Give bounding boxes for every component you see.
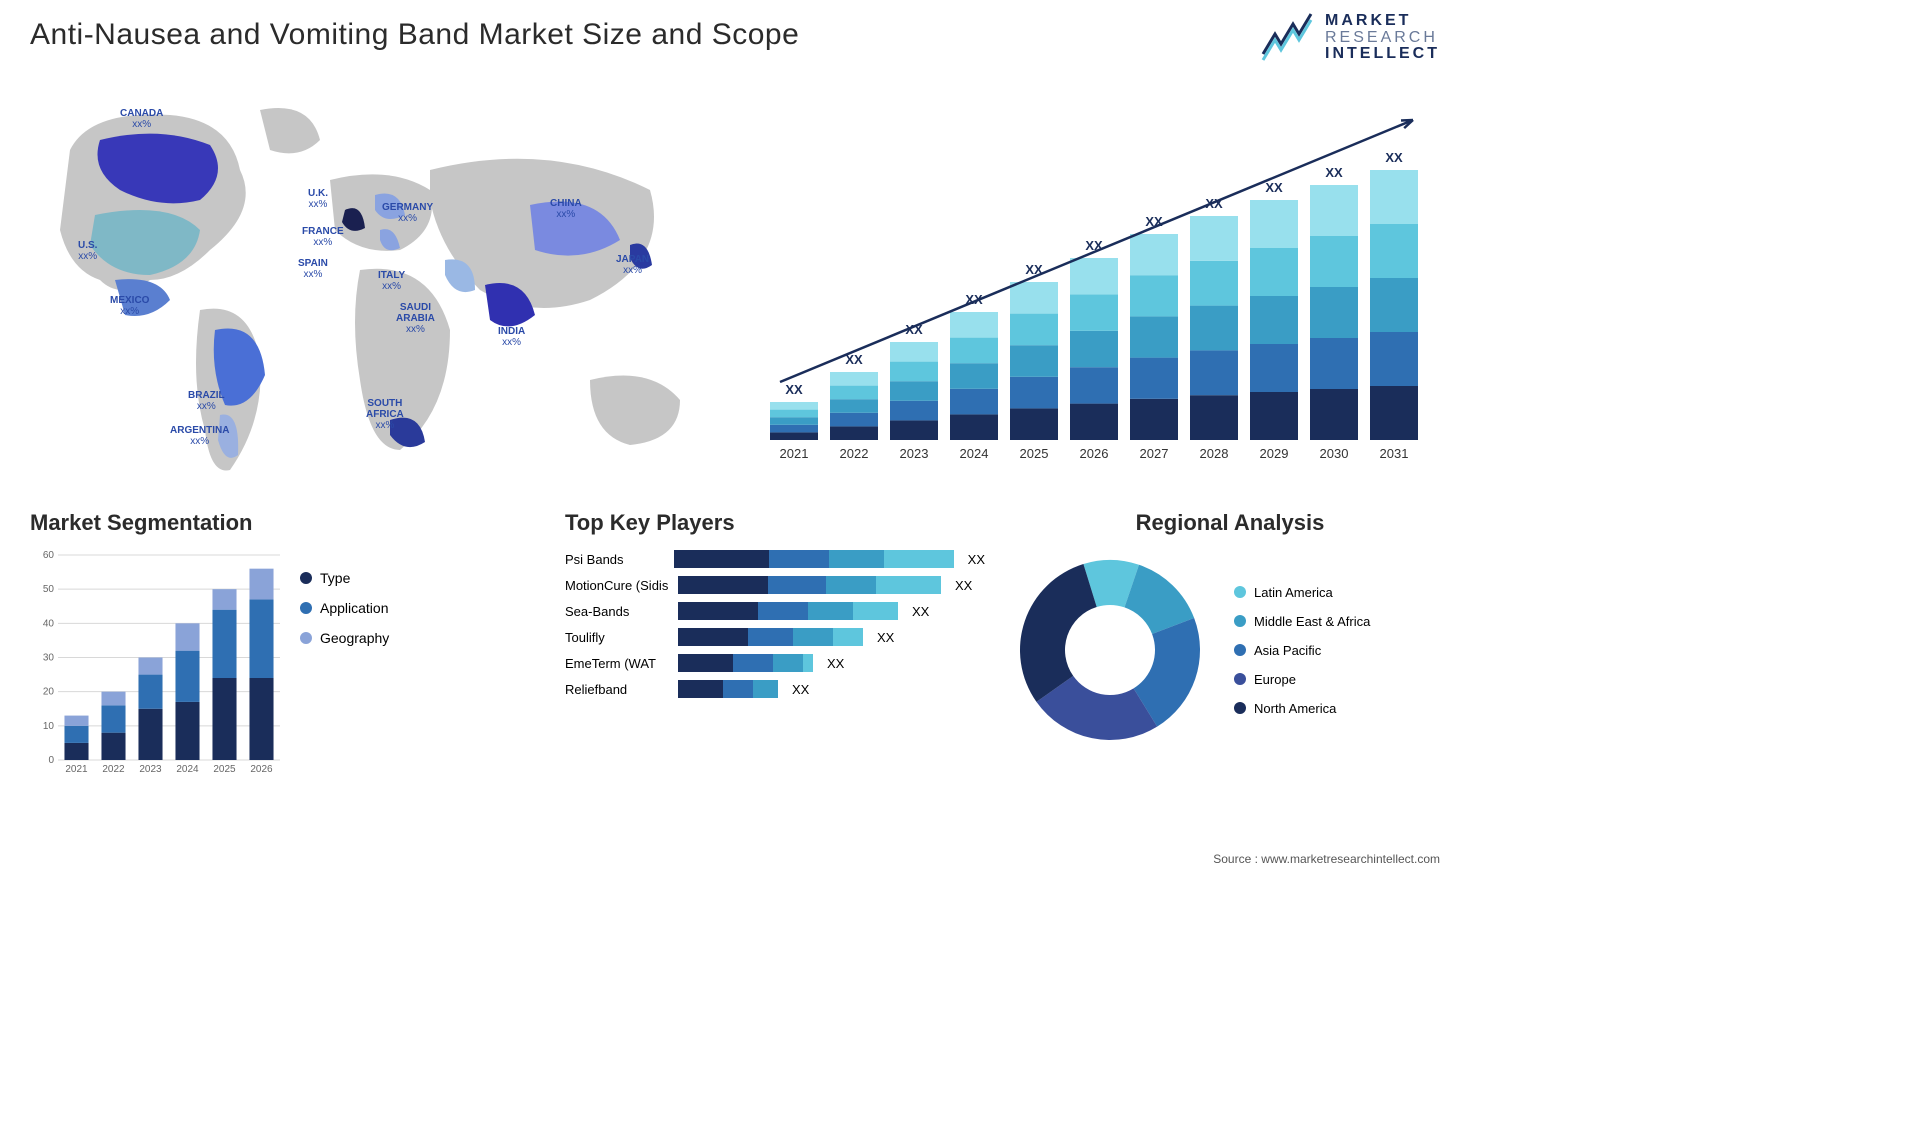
svg-text:2023: 2023 bbox=[900, 446, 929, 461]
player-row: Psi Bands XX bbox=[565, 550, 985, 568]
map-label: U.S.xx% bbox=[78, 240, 97, 262]
map-label: JAPANxx% bbox=[616, 254, 649, 276]
segmentation-title: Market Segmentation bbox=[30, 510, 470, 536]
svg-text:XX: XX bbox=[1265, 180, 1283, 195]
svg-text:2025: 2025 bbox=[213, 764, 236, 775]
map-label: FRANCExx% bbox=[302, 226, 344, 248]
segmentation-panel: Market Segmentation 0 10 20 30 40 50 60 2021 202… bbox=[30, 510, 470, 780]
player-bar bbox=[678, 576, 941, 594]
player-bar bbox=[678, 680, 778, 698]
svg-text:60: 60 bbox=[43, 550, 55, 561]
player-value: XX bbox=[827, 656, 844, 671]
map-label: SPAINxx% bbox=[298, 258, 328, 280]
svg-text:XX: XX bbox=[1325, 165, 1343, 180]
player-name: Psi Bands bbox=[565, 552, 666, 567]
svg-text:2026: 2026 bbox=[250, 764, 273, 775]
map-label: BRAZILxx% bbox=[188, 390, 225, 412]
logo-text: MARKET RESEARCH INTELLECT bbox=[1325, 13, 1440, 63]
svg-text:2028: 2028 bbox=[1200, 446, 1229, 461]
player-bar bbox=[678, 602, 898, 620]
world-map: CANADAxx% U.S.xx% MEXICOxx% BRAZILxx% ARGENT… bbox=[30, 80, 730, 480]
brand-logo: MARKET RESEARCH INTELLECT bbox=[1259, 10, 1440, 66]
player-row: EmeTerm (WAT XX bbox=[565, 654, 985, 672]
svg-text:40: 40 bbox=[43, 618, 55, 629]
player-row: Sea-Bands XX bbox=[565, 602, 985, 620]
logo-line2: RESEARCH bbox=[1325, 30, 1440, 47]
legend-item: Geography bbox=[300, 630, 389, 646]
map-label: SOUTHAFRICAxx% bbox=[366, 398, 404, 431]
player-row: MotionCure (Sidis XX bbox=[565, 576, 985, 594]
player-name: EmeTerm (WAT bbox=[565, 656, 670, 671]
legend-item: Europe bbox=[1234, 672, 1370, 687]
logo-line3: INTELLECT bbox=[1325, 46, 1440, 63]
svg-text:0: 0 bbox=[48, 755, 54, 766]
svg-text:2021: 2021 bbox=[780, 446, 809, 461]
players-panel: Top Key Players Psi BandsXXMotionCure (S… bbox=[565, 510, 985, 706]
map-label: SAUDIARABIAxx% bbox=[396, 302, 435, 335]
map-label: GERMANYxx% bbox=[382, 202, 433, 224]
player-value: XX bbox=[955, 578, 972, 593]
svg-text:XX: XX bbox=[1385, 150, 1403, 165]
player-name: Toulifly bbox=[565, 630, 670, 645]
svg-text:2031: 2031 bbox=[1380, 446, 1409, 461]
map-label: MEXICOxx% bbox=[110, 295, 149, 317]
player-name: Reliefband bbox=[565, 682, 670, 697]
svg-text:2021: 2021 bbox=[65, 764, 88, 775]
svg-text:2023: 2023 bbox=[139, 764, 162, 775]
map-label: ARGENTINAxx% bbox=[170, 425, 229, 447]
player-name: MotionCure (Sidis bbox=[565, 578, 670, 593]
player-bar bbox=[678, 654, 813, 672]
svg-text:2024: 2024 bbox=[176, 764, 199, 775]
growth-chart: XX2021XX2022XX2023XX2024XX2025XX2026XX20… bbox=[760, 90, 1440, 470]
regional-legend: Latin America Middle East & Africa Asia Pa… bbox=[1234, 585, 1370, 716]
player-name: Sea-Bands bbox=[565, 604, 670, 619]
player-bar bbox=[674, 550, 954, 568]
svg-text:2022: 2022 bbox=[102, 764, 125, 775]
page-title: Anti-Nausea and Vomiting Band Market Siz… bbox=[30, 18, 799, 52]
svg-text:2027: 2027 bbox=[1140, 446, 1169, 461]
regional-panel: Regional Analysis Latin America Middle Ea… bbox=[1010, 510, 1450, 750]
map-label: ITALYxx% bbox=[378, 270, 405, 292]
legend-item: Application bbox=[300, 600, 389, 616]
regional-donut bbox=[1010, 550, 1210, 750]
legend-item: Latin America bbox=[1234, 585, 1370, 600]
svg-text:10: 10 bbox=[43, 721, 55, 732]
svg-text:50: 50 bbox=[43, 584, 55, 595]
player-value: XX bbox=[877, 630, 894, 645]
player-bar bbox=[678, 628, 863, 646]
player-row: Reliefband XX bbox=[565, 680, 985, 698]
legend-item: North America bbox=[1234, 701, 1370, 716]
svg-text:2024: 2024 bbox=[960, 446, 989, 461]
map-label: CHINAxx% bbox=[550, 198, 582, 220]
legend-item: Type bbox=[300, 570, 389, 586]
logo-icon bbox=[1259, 10, 1315, 66]
svg-text:20: 20 bbox=[43, 687, 55, 698]
logo-line1: MARKET bbox=[1325, 13, 1440, 30]
segmentation-legend: Type Application Geography bbox=[300, 550, 389, 780]
legend-item: Middle East & Africa bbox=[1234, 614, 1370, 629]
player-value: XX bbox=[792, 682, 809, 697]
svg-text:2029: 2029 bbox=[1260, 446, 1289, 461]
map-label: U.K.xx% bbox=[308, 188, 328, 210]
svg-text:2022: 2022 bbox=[840, 446, 869, 461]
source-attribution: Source : www.marketresearchintellect.com bbox=[1213, 852, 1440, 866]
player-row: Toulifly XX bbox=[565, 628, 985, 646]
player-value: XX bbox=[968, 552, 985, 567]
segmentation-chart: 0 10 20 30 40 50 60 2021 2022 2023 2024 2025 2026 bbox=[30, 550, 280, 780]
player-value: XX bbox=[912, 604, 929, 619]
players-title: Top Key Players bbox=[565, 510, 985, 536]
map-label: CANADAxx% bbox=[120, 108, 163, 130]
svg-text:2030: 2030 bbox=[1320, 446, 1349, 461]
svg-text:30: 30 bbox=[43, 653, 55, 664]
players-list: Psi Bands XX MotionCure (Sidis XX Sea-Bands X… bbox=[565, 550, 985, 698]
regional-title: Regional Analysis bbox=[1010, 510, 1450, 536]
svg-text:XX: XX bbox=[785, 382, 803, 397]
svg-text:2026: 2026 bbox=[1080, 446, 1109, 461]
map-label: INDIAxx% bbox=[498, 326, 525, 348]
svg-text:2025: 2025 bbox=[1020, 446, 1049, 461]
legend-item: Asia Pacific bbox=[1234, 643, 1370, 658]
